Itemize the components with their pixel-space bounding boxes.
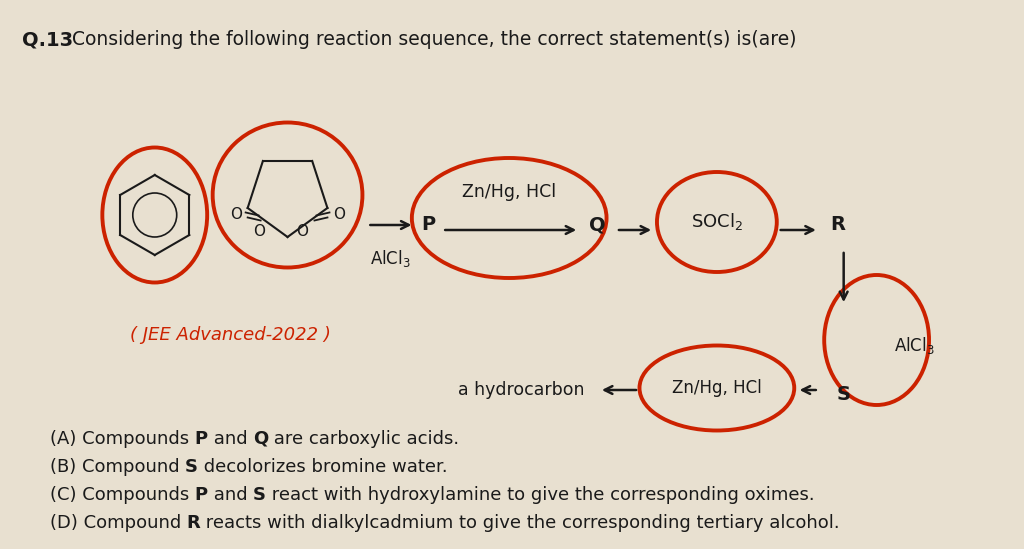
Text: P: P [421,216,435,234]
Text: a hydrocarbon: a hydrocarbon [458,381,584,399]
Text: Zn/Hg, HCl: Zn/Hg, HCl [462,183,556,201]
Text: Q.13: Q.13 [22,30,73,49]
Text: O: O [254,225,265,239]
Text: S: S [253,486,266,504]
Text: react with hydroxylamine to give the corresponding oximes.: react with hydroxylamine to give the cor… [266,486,815,504]
Text: P: P [195,486,208,504]
Text: O: O [334,207,345,222]
Text: (C) Compounds: (C) Compounds [50,486,195,504]
Text: Zn/Hg, HCl: Zn/Hg, HCl [672,379,762,397]
Text: R: R [186,514,201,532]
Text: AlCl$_3$: AlCl$_3$ [370,248,411,269]
Text: P: P [195,430,208,448]
Text: AlCl$_3$: AlCl$_3$ [894,334,935,356]
Text: (D) Compound: (D) Compound [50,514,187,532]
Text: S: S [185,458,198,476]
Text: Considering the following reaction sequence, the correct statement(s) is(are): Considering the following reaction seque… [72,30,797,49]
Text: Q: Q [253,430,268,448]
Text: ( JEE Advanced-2022 ): ( JEE Advanced-2022 ) [130,326,331,344]
Text: O: O [297,225,308,239]
Text: are carboxylic acids.: are carboxylic acids. [268,430,460,448]
Text: (B) Compound: (B) Compound [50,458,185,476]
Text: SOCl$_2$: SOCl$_2$ [691,211,743,232]
Text: R: R [830,216,846,234]
Text: S: S [837,385,851,405]
Text: and: and [208,430,253,448]
Text: O: O [229,207,242,222]
Text: and: and [208,486,253,504]
Text: (A) Compounds: (A) Compounds [50,430,195,448]
Text: decolorizes bromine water.: decolorizes bromine water. [198,458,447,476]
Text: Q: Q [589,216,606,234]
Text: reacts with dialkylcadmium to give the corresponding tertiary alcohol.: reacts with dialkylcadmium to give the c… [201,514,840,532]
